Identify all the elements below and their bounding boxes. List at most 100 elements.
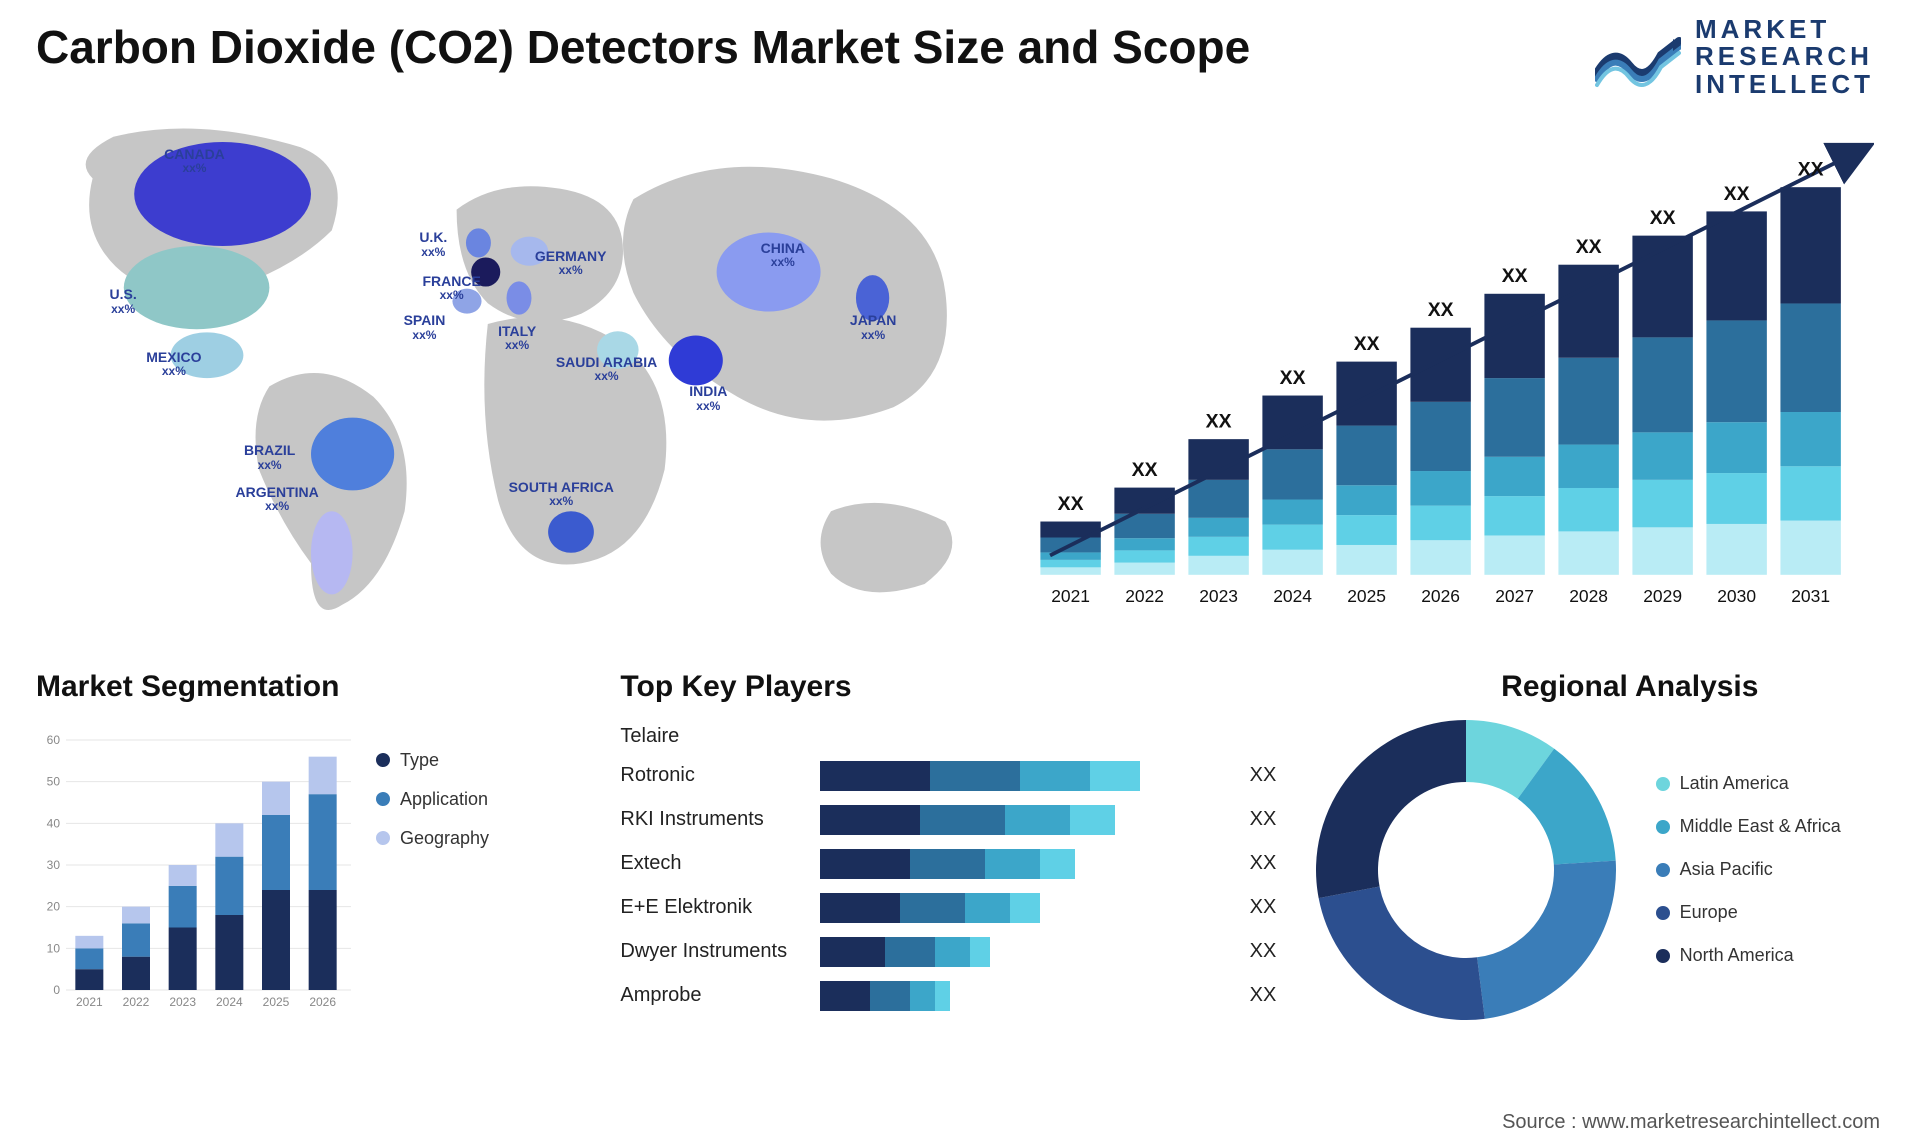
player-name: Dwyer Instruments <box>620 940 820 963</box>
legend-item-geography: Geography <box>376 828 489 849</box>
svg-text:2022: 2022 <box>1125 586 1164 606</box>
player-seg <box>820 937 885 967</box>
bottom-row: Market Segmentation 01020304050602021202… <box>36 670 1884 1070</box>
legend-item-middle-east-africa: Middle East & Africa <box>1656 816 1841 837</box>
brand-logo: MARKET RESEARCH INTELLECT <box>1595 10 1884 98</box>
legend-dot <box>1656 949 1670 963</box>
country-value: xx% <box>110 303 137 316</box>
map-label-brazil: BRAZILxx% <box>244 443 295 472</box>
svg-text:0: 0 <box>53 983 60 997</box>
svg-text:10: 10 <box>47 941 61 955</box>
player-value: XX <box>1236 940 1286 963</box>
country-name: U.K. <box>419 229 447 245</box>
legend-label: Geography <box>400 828 489 849</box>
player-seg <box>1005 805 1070 835</box>
segmentation-body: 0102030405060202120222023202420252026 Ty… <box>36 720 590 1020</box>
svg-text:2023: 2023 <box>1199 586 1238 606</box>
legend-label: Middle East & Africa <box>1680 816 1841 837</box>
country-name: SPAIN <box>404 312 446 328</box>
legend-item-europe: Europe <box>1656 902 1841 923</box>
svg-text:20: 20 <box>47 900 61 914</box>
country-name: ITALY <box>498 323 536 339</box>
country-value: xx% <box>236 500 319 513</box>
country-value: xx% <box>850 329 896 342</box>
brand-text-3: INTELLECT <box>1695 71 1874 98</box>
player-seg <box>820 761 930 791</box>
segmentation-panel: Market Segmentation 01020304050602021202… <box>36 670 590 1070</box>
legend-dot <box>1656 777 1670 791</box>
country-value: xx% <box>498 339 536 352</box>
country-value: xx% <box>689 400 727 413</box>
country-value: xx% <box>535 264 607 277</box>
segmentation-title: Market Segmentation <box>36 670 590 704</box>
segmentation-chart: 0102030405060202120222023202420252026 <box>36 720 356 1020</box>
legend-dot <box>1656 906 1670 920</box>
legend-item-type: Type <box>376 750 489 771</box>
page-title: Carbon Dioxide (CO2) Detectors Market Si… <box>36 10 1250 74</box>
player-bar <box>820 981 1235 1011</box>
country-value: xx% <box>419 246 447 259</box>
country-name: JAPAN <box>850 312 896 328</box>
country-value: xx% <box>422 289 480 302</box>
svg-text:2028: 2028 <box>1569 586 1608 606</box>
player-seg <box>920 805 1005 835</box>
player-seg <box>885 937 935 967</box>
country-name: FRANCE <box>422 273 480 289</box>
player-seg <box>820 981 870 1011</box>
svg-text:XX: XX <box>1724 183 1750 205</box>
player-seg <box>965 893 1010 923</box>
player-value: XX <box>1236 764 1286 787</box>
legend-item-application: Application <box>376 789 489 810</box>
player-seg <box>870 981 910 1011</box>
player-row: Rotronic XX <box>620 754 1285 798</box>
svg-text:XX: XX <box>1354 333 1380 355</box>
country-name: U.S. <box>110 286 137 302</box>
legend-label: Latin America <box>1680 773 1789 794</box>
svg-text:2021: 2021 <box>1051 586 1090 606</box>
player-row: RKI InstrumentsXX <box>620 798 1285 842</box>
country-value: xx% <box>244 459 295 472</box>
regional-panel: Regional Analysis Latin AmericaMiddle Ea… <box>1316 670 1920 1070</box>
svg-text:2026: 2026 <box>309 995 336 1009</box>
player-bar <box>820 849 1235 879</box>
player-seg <box>820 805 920 835</box>
wave-icon <box>1595 25 1681 89</box>
svg-text:30: 30 <box>47 858 61 872</box>
country-value: xx% <box>164 162 225 175</box>
svg-text:2025: 2025 <box>1347 586 1386 606</box>
player-seg <box>820 893 900 923</box>
player-name: RKI Instruments <box>620 808 820 831</box>
segmentation-legend: Type Application Geography <box>376 720 489 1020</box>
player-row: Extech XX <box>620 842 1285 886</box>
growth-chart: XX2021XX2022XX2023XX2024XX2025XX2026XX20… <box>1011 116 1884 636</box>
player-value: XX <box>1236 896 1286 919</box>
svg-text:2021: 2021 <box>76 995 103 1009</box>
country-value: xx% <box>761 256 805 269</box>
svg-text:XX: XX <box>1206 410 1232 432</box>
player-value: XX <box>1236 852 1286 875</box>
country-name: CHINA <box>761 240 805 256</box>
brand-text: MARKET RESEARCH INTELLECT <box>1695 16 1874 98</box>
svg-text:2029: 2029 <box>1643 586 1682 606</box>
svg-text:XX: XX <box>1576 236 1602 258</box>
world-map: CANADAxx%U.S.xx%MEXICOxx%BRAZILxx%ARGENT… <box>36 116 981 636</box>
country-value: xx% <box>404 329 446 342</box>
country-name: INDIA <box>689 383 727 399</box>
player-seg <box>1020 761 1090 791</box>
player-seg <box>1040 849 1075 879</box>
svg-text:XX: XX <box>1502 265 1528 287</box>
country-name: ARGENTINA <box>236 484 319 500</box>
svg-text:2024: 2024 <box>1273 586 1312 606</box>
map-label-italy: ITALYxx% <box>498 324 536 353</box>
player-bar <box>820 805 1235 835</box>
player-name: Extech <box>620 852 820 875</box>
legend-label: Europe <box>1680 902 1738 923</box>
country-value: xx% <box>509 495 614 508</box>
player-name: Rotronic <box>620 764 820 787</box>
legend-label: North America <box>1680 945 1794 966</box>
country-name: SOUTH AFRICA <box>509 479 614 495</box>
regional-legend: Latin AmericaMiddle East & AfricaAsia Pa… <box>1656 773 1841 966</box>
brand-text-2: RESEARCH <box>1695 43 1874 70</box>
top-row: CANADAxx%U.S.xx%MEXICOxx%BRAZILxx%ARGENT… <box>36 116 1884 636</box>
legend-label: Application <box>400 789 488 810</box>
